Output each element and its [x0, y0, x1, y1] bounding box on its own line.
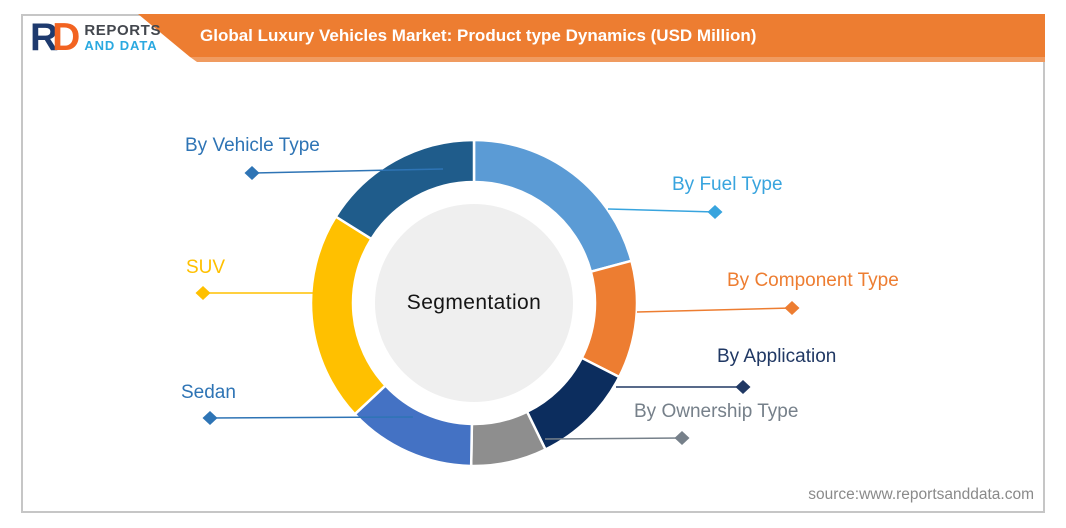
- callout-diamond-icon: [195, 286, 211, 300]
- callout-label-by-application: By Application: [717, 346, 837, 367]
- callout-label-by-vehicle-type: By Vehicle Type: [185, 135, 320, 156]
- callout-line: [544, 437, 683, 440]
- callout-line: [607, 208, 716, 213]
- reports-and-data-logo: R D REPORTS AND DATA: [30, 16, 161, 59]
- callout-line: [251, 168, 444, 174]
- donut-center-label: Segmentation: [406, 291, 542, 314]
- callout-label-by-ownership-type: By Ownership Type: [634, 401, 799, 422]
- donut-segment-by-vehicle-type: [334, 138, 476, 241]
- callout-label-suv: SUV: [186, 257, 226, 278]
- header-banner-stripe: [190, 57, 1045, 62]
- callout-label-by-component-type: By Component Type: [727, 270, 899, 291]
- callout-diamond-icon: [735, 380, 751, 394]
- callout-diamond-icon: [202, 411, 218, 425]
- callout-diamond-icon: [244, 166, 260, 180]
- callout-label-sedan: Sedan: [181, 382, 236, 403]
- logo-rd-icon: R D: [30, 16, 80, 59]
- source-attribution: source:www.reportsanddata.com: [808, 486, 1034, 503]
- donut-segment-by-component-type: [580, 259, 639, 379]
- logo-line-reports: REPORTS: [84, 22, 162, 39]
- logo-letter-d: D: [52, 16, 80, 59]
- callout-label-by-fuel-type: By Fuel Type: [672, 174, 783, 195]
- page-title: Global Luxury Vehicles Market: Product t…: [200, 25, 757, 45]
- callout-diamond-icon: [784, 301, 800, 315]
- logo-wordmark: REPORTS AND DATA: [84, 23, 161, 53]
- header-banner: Global Luxury Vehicles Market: Product t…: [138, 14, 1045, 57]
- callout-diamond-icon: [674, 431, 690, 445]
- donut-hub: [375, 204, 573, 402]
- callout-diamond-icon: [707, 205, 723, 219]
- donut-segment-suv: [309, 215, 387, 416]
- logo-letter-r: R: [30, 16, 58, 59]
- callout-line: [209, 416, 414, 419]
- callout-line: [636, 307, 793, 313]
- logo-line-and-data: AND DATA: [84, 38, 158, 53]
